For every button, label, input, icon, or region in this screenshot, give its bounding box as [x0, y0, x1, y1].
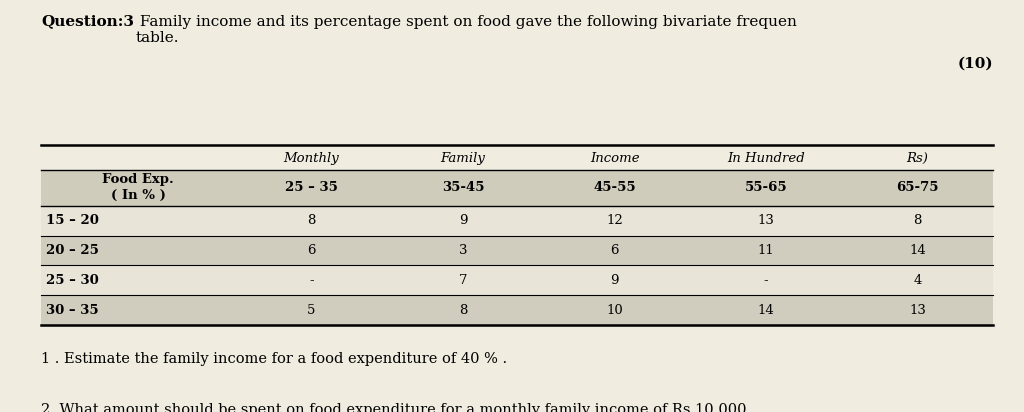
Text: 6: 6: [610, 244, 618, 257]
FancyBboxPatch shape: [41, 236, 993, 265]
Text: Income: Income: [590, 152, 639, 165]
FancyBboxPatch shape: [41, 295, 993, 325]
Text: 1 . Estimate the family income for a food expenditure of 40 % .: 1 . Estimate the family income for a foo…: [41, 352, 507, 366]
Text: 6: 6: [307, 244, 315, 257]
Text: 13: 13: [909, 304, 926, 316]
Text: 8: 8: [307, 214, 315, 227]
FancyBboxPatch shape: [41, 265, 993, 295]
Text: 35-45: 35-45: [441, 181, 484, 194]
Text: 14: 14: [758, 304, 774, 316]
Text: 3: 3: [459, 244, 467, 257]
Text: 25 – 30: 25 – 30: [46, 274, 99, 287]
Text: 8: 8: [913, 214, 922, 227]
Text: 55-65: 55-65: [744, 181, 787, 194]
FancyBboxPatch shape: [41, 206, 993, 236]
Text: 25 – 35: 25 – 35: [285, 181, 338, 194]
Text: 20 – 25: 20 – 25: [46, 244, 99, 257]
Text: 15 – 20: 15 – 20: [46, 214, 99, 227]
Text: Rs): Rs): [906, 152, 929, 165]
Text: -: -: [309, 274, 313, 287]
Text: Family income and its percentage spent on food gave the following bivariate freq: Family income and its percentage spent o…: [135, 14, 797, 45]
Text: 14: 14: [909, 244, 926, 257]
Text: -: -: [764, 274, 768, 287]
Text: In Hundred: In Hundred: [727, 152, 805, 165]
Text: (10): (10): [957, 56, 993, 70]
Text: 65-75: 65-75: [896, 181, 939, 194]
Text: 11: 11: [758, 244, 774, 257]
Text: 4: 4: [913, 274, 922, 287]
Text: Family: Family: [440, 152, 485, 165]
Text: 2. What amount should be spent on food expenditure for a monthly family income o: 2. What amount should be spent on food e…: [41, 403, 751, 412]
Text: 10: 10: [606, 304, 623, 316]
Text: 13: 13: [758, 214, 774, 227]
FancyBboxPatch shape: [41, 170, 993, 206]
Text: Question:3: Question:3: [41, 14, 134, 28]
Text: 8: 8: [459, 304, 467, 316]
Text: 5: 5: [307, 304, 315, 316]
Text: 30 – 35: 30 – 35: [46, 304, 98, 316]
Text: 9: 9: [610, 274, 618, 287]
Text: 7: 7: [459, 274, 467, 287]
Text: 12: 12: [606, 214, 623, 227]
Text: 45-55: 45-55: [593, 181, 636, 194]
Text: Monthly: Monthly: [284, 152, 339, 165]
Text: Food Exp.
( In % ): Food Exp. ( In % ): [102, 173, 174, 202]
Text: 9: 9: [459, 214, 467, 227]
